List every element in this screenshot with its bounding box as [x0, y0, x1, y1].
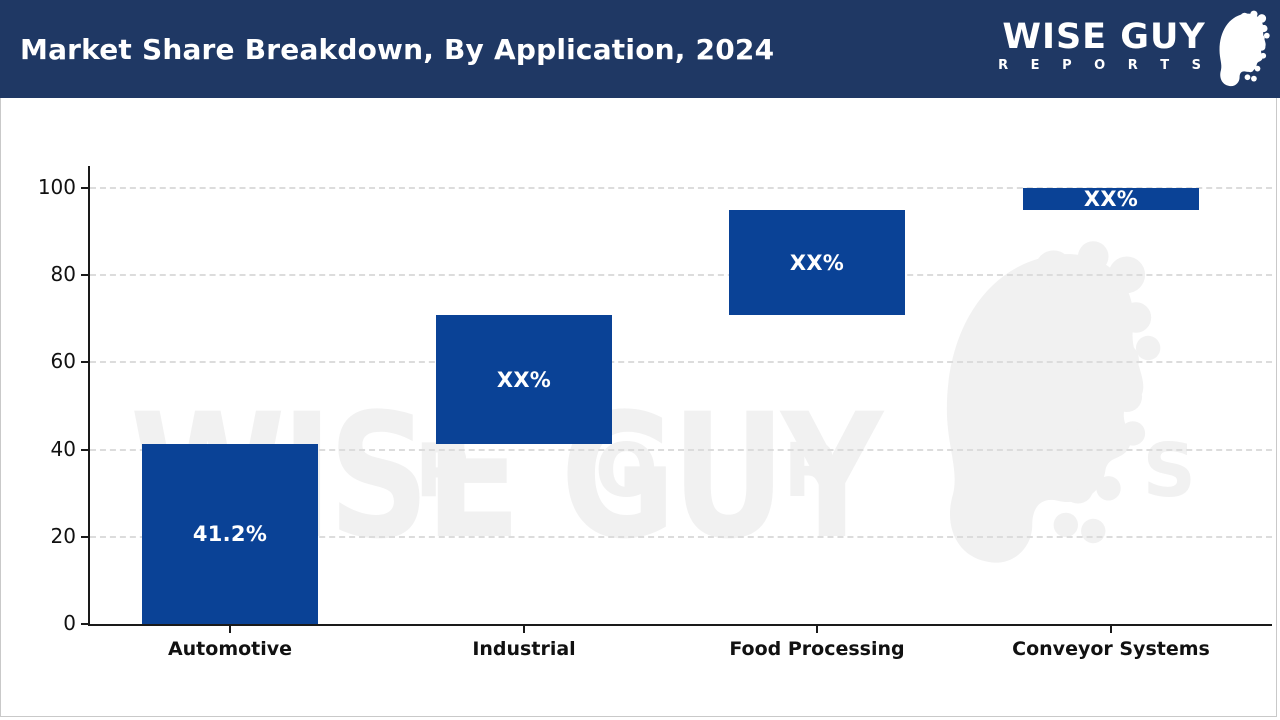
y-axis-tick	[81, 448, 88, 451]
y-axis-tick	[81, 623, 88, 625]
y-axis-tick	[81, 274, 88, 277]
y-axis-tick	[81, 535, 88, 538]
gridline-y-20	[90, 535, 1272, 538]
bar-value-label: XX%	[496, 367, 552, 392]
x-axis-tick	[229, 626, 231, 633]
x-axis-label-automotive: Automotive	[167, 638, 293, 660]
y-tick-label: 60	[50, 349, 76, 374]
y-axis-spine	[88, 166, 90, 626]
x-axis-tick	[1110, 626, 1112, 633]
y-tick-label: 0	[63, 611, 76, 635]
page-title: Market Share Breakdown, By Application, …	[20, 32, 775, 66]
y-tick-label: 40	[50, 436, 76, 461]
bar-value-label: 41.2%	[192, 522, 268, 547]
gridline-y-60	[90, 361, 1272, 364]
bar-value-label: XX%	[1083, 186, 1139, 211]
brand-subtitle: R E P O R T S	[998, 58, 1210, 73]
bar-automotive: 41.2%	[142, 444, 318, 624]
brand-text: WISE GUY R E P O R T S	[998, 18, 1210, 73]
gridline-y-40	[90, 448, 1272, 451]
bar-conveyor-systems: XX%	[1023, 186, 1199, 211]
x-axis-tick	[816, 626, 818, 633]
brand-wordmark: WISE GUY	[1002, 17, 1206, 57]
brand-face-icon	[1219, 10, 1270, 87]
x-axis-label-food-processing: Food Processing	[729, 638, 905, 660]
gridline-y-80	[90, 274, 1272, 277]
x-axis-spine	[88, 624, 1272, 626]
header-bar: Market Share Breakdown, By Application, …	[0, 0, 1280, 98]
brand-logo: WISE GUY R E P O R T S	[998, 4, 1272, 94]
bar-food-processing: XX%	[729, 209, 905, 316]
y-tick-label: 100	[37, 175, 76, 199]
chart-card-border	[0, 98, 1277, 717]
bar-industrial: XX%	[436, 315, 612, 445]
y-axis-tick	[81, 361, 88, 364]
x-axis-tick	[523, 626, 525, 633]
y-axis-tick	[81, 187, 88, 189]
y-tick-label: 20	[50, 523, 76, 548]
gridline-y-100	[90, 187, 1272, 189]
x-axis-label-conveyor-systems: Conveyor Systems	[1012, 638, 1210, 660]
y-tick-label: 80	[50, 262, 76, 287]
x-axis-label-industrial: Industrial	[472, 638, 576, 660]
bar-value-label: XX%	[789, 250, 845, 275]
